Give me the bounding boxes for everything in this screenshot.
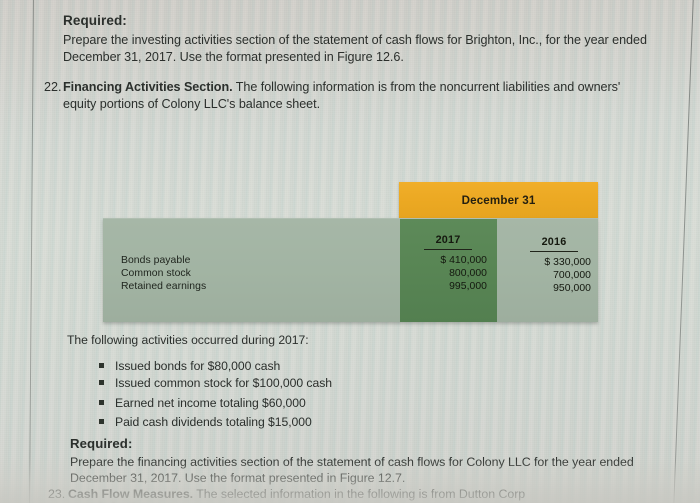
list-item: Earned net income totaling $60,000 (99, 396, 306, 410)
problem-22-heading-line: Financing Activities Section. The follow… (63, 80, 620, 94)
table-header-december-31: December 31 (399, 182, 598, 218)
value-common-stock-2016: 700,000 (553, 270, 591, 281)
value-bonds-payable-2016: $ 330,000 (544, 257, 591, 268)
list-item-label: Earned net income totaling $60,000 (115, 396, 306, 410)
right-margin-rule (672, 0, 695, 503)
bullet-square-icon (99, 363, 104, 369)
bullet-square-icon (99, 419, 104, 425)
required-heading-investing: Required: (63, 13, 127, 28)
row-label-retained-earnings: Retained earnings (121, 281, 207, 292)
required-heading-financing: Required: (70, 436, 133, 451)
problem-22-number: 22. (44, 80, 62, 94)
investing-instructions-line-1: Prepare the investing activities section… (63, 33, 647, 47)
column-header-2017: 2017 (421, 234, 475, 250)
value-retained-earnings-2016: 950,000 (553, 283, 591, 294)
problem-22-title: Financing Activities Section. (63, 80, 233, 94)
table-header-label: December 31 (461, 193, 536, 207)
table-column-highlight-2017 (400, 219, 497, 322)
column-header-2016: 2016 (527, 236, 581, 252)
row-label-bonds-payable: Bonds payable (121, 255, 191, 266)
list-item-label: Issued common stock for $100,000 cash (115, 376, 332, 390)
financing-instructions-line-2: December 31, 2017. Use the format presen… (70, 471, 406, 485)
bullet-square-icon (99, 380, 104, 386)
problem-22-intro-line-1: The following information is from the no… (232, 80, 621, 94)
financing-instructions-line-1: Prepare the financing activities section… (70, 455, 634, 469)
value-common-stock-2017: 800,000 (449, 268, 487, 279)
list-item: Issued bonds for $80,000 cash (99, 359, 280, 373)
activities-intro-text: The following activities occurred during… (67, 333, 309, 347)
list-item-label: Issued bonds for $80,000 cash (115, 359, 281, 373)
list-item: Paid cash dividends totaling $15,000 (99, 415, 312, 429)
list-item: Issued common stock for $100,000 cash (99, 376, 332, 390)
table-body: 2017 2016 Bonds payable Common stock Ret… (103, 218, 598, 322)
left-margin-rule (28, 0, 35, 503)
problem-23-heading-line: Cash Flow Measures. The selected informa… (68, 487, 525, 501)
bullet-square-icon (99, 400, 104, 406)
investing-instructions-line-2: December 31, 2017. Use the format presen… (63, 50, 404, 64)
value-retained-earnings-2017: 995,000 (449, 281, 487, 292)
value-bonds-payable-2017: $ 410,000 (440, 255, 487, 266)
problem-23-intro: The selected information in the followin… (193, 487, 526, 501)
row-label-common-stock: Common stock (121, 268, 191, 279)
problem-23-number: 23. (48, 487, 66, 501)
problem-23-title: Cash Flow Measures. (68, 487, 194, 501)
list-item-label: Paid cash dividends totaling $15,000 (115, 415, 312, 429)
problem-22-intro-line-2: equity portions of Colony LLC's balance … (63, 97, 321, 111)
